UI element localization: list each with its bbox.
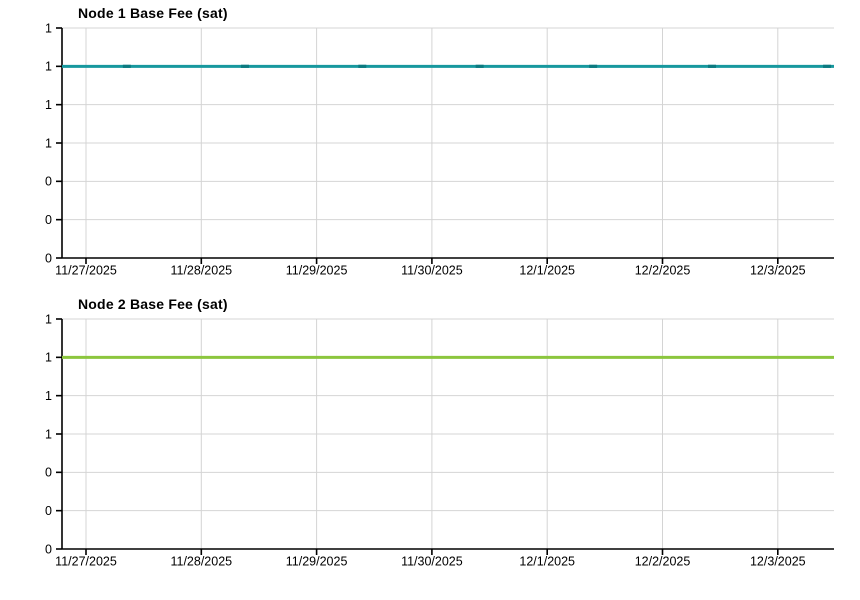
y-tick-label: 0	[45, 175, 52, 189]
y-tick-label: 1	[45, 136, 52, 150]
chart-node2-base-fee: Node 2 Base Fee (sat) 1 1 1 1 0 0 0 11/27/2025 1…	[0, 291, 860, 581]
x-tick-label: 12/2/2025	[635, 555, 691, 569]
y-tick-label: 1	[45, 427, 52, 441]
chart-title-node1: Node 1 Base Fee (sat)	[78, 5, 228, 21]
x-tick-label: 11/29/2025	[286, 264, 348, 278]
y-tick-label: 1	[45, 312, 52, 326]
x-tick-label: 12/3/2025	[750, 264, 806, 278]
x-tick-label: 11/30/2025	[401, 264, 463, 278]
y-tick-label: 1	[45, 21, 52, 35]
x-tick-label: 11/27/2025	[55, 264, 117, 278]
y-tick-label: 1	[45, 389, 52, 403]
x-tick-label: 12/3/2025	[750, 555, 806, 569]
x-tick-label: 12/2/2025	[635, 264, 691, 278]
x-tick-label: 11/28/2025	[170, 264, 232, 278]
y-tick-label: 0	[45, 251, 52, 265]
y-tick-label: 1	[45, 60, 52, 74]
y-tick-label: 1	[45, 351, 52, 365]
x-tick-label: 11/27/2025	[55, 555, 117, 569]
x-tick-label: 11/28/2025	[170, 555, 232, 569]
y-tick-label: 0	[45, 504, 52, 518]
x-tick-label: 11/30/2025	[401, 555, 463, 569]
y-tick-label: 0	[45, 213, 52, 227]
x-tick-label: 12/1/2025	[519, 264, 575, 278]
x-tick-label: 12/1/2025	[519, 555, 575, 569]
chart-title-node2: Node 2 Base Fee (sat)	[78, 296, 228, 312]
chart-node1-base-fee: Node 1 Base Fee (sat) 1 1 1 1 0 0 0 11/27/2025 1…	[0, 0, 860, 290]
y-tick-label: 1	[45, 98, 52, 112]
y-tick-label: 0	[45, 542, 52, 556]
x-tick-label: 11/29/2025	[286, 555, 348, 569]
y-tick-label: 0	[45, 466, 52, 480]
